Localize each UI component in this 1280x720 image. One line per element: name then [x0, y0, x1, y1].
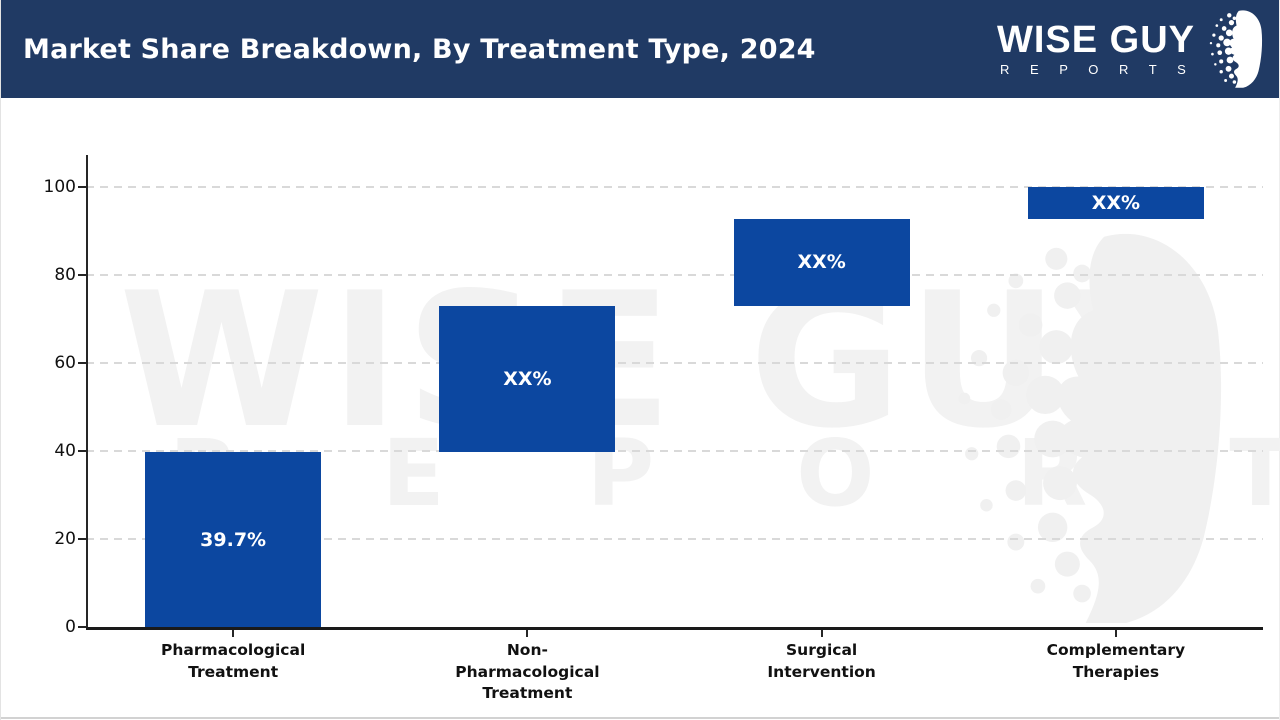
y-tick-label-20: 20: [54, 529, 76, 549]
x-tick: [1114, 630, 1117, 637]
gridline-60: [86, 362, 1263, 364]
header-bar: Market Share Breakdown, By Treatment Typ…: [1, 0, 1279, 98]
y-tick-label-100: 100: [43, 177, 76, 197]
bottom-divider: [1, 717, 1279, 719]
bar-segment: XX%: [1027, 187, 1204, 220]
bar-segment: XX%: [733, 219, 910, 306]
y-tick-100: [78, 186, 86, 188]
y-tick-60: [78, 362, 86, 364]
gridline-40: [86, 450, 1263, 452]
bar-value-label: 39.7%: [200, 528, 267, 551]
x-category-label: Non- Pharmacological Treatment: [455, 641, 600, 703]
x-category-label: Complementary Therapies: [1046, 641, 1186, 681]
logo-text: WISE GUY R E P O R T S: [997, 21, 1195, 77]
x-tick: [526, 630, 529, 637]
bar-value-label: XX%: [1091, 192, 1141, 215]
bar-segment: XX%: [439, 305, 616, 453]
y-axis: [86, 155, 88, 627]
bar-segment: 39.7%: [145, 452, 322, 627]
bar-value-label: XX%: [797, 251, 846, 274]
x-tick: [820, 630, 823, 637]
gridline-20: [86, 538, 1263, 540]
y-tick-label-40: 40: [54, 441, 76, 461]
x-axis: [86, 627, 1263, 630]
wise-guy-logo: WISE GUY R E P O R T S: [997, 8, 1263, 90]
y-tick-label-60: 60: [54, 353, 76, 373]
y-tick-label-0: 0: [65, 617, 76, 637]
bar-value-label: XX%: [503, 368, 552, 391]
chart-title: Market Share Breakdown, By Treatment Typ…: [23, 33, 816, 65]
logo-wordmark: WISE GUY: [996, 19, 1195, 61]
y-tick-0: [78, 626, 86, 628]
x-category-label: Pharmacological Treatment: [160, 641, 306, 681]
y-tick-40: [78, 450, 86, 452]
y-tick-20: [78, 538, 86, 540]
y-tick-label-80: 80: [54, 265, 76, 285]
gridline-100: [86, 186, 1263, 188]
logo-subtitle: R E P O R T S: [999, 62, 1195, 77]
gridline-80: [86, 274, 1263, 276]
y-tick-80: [78, 274, 86, 276]
x-category-label: Surgical Intervention: [767, 641, 876, 681]
logo-face-icon: [1209, 10, 1263, 88]
x-tick: [232, 630, 235, 637]
